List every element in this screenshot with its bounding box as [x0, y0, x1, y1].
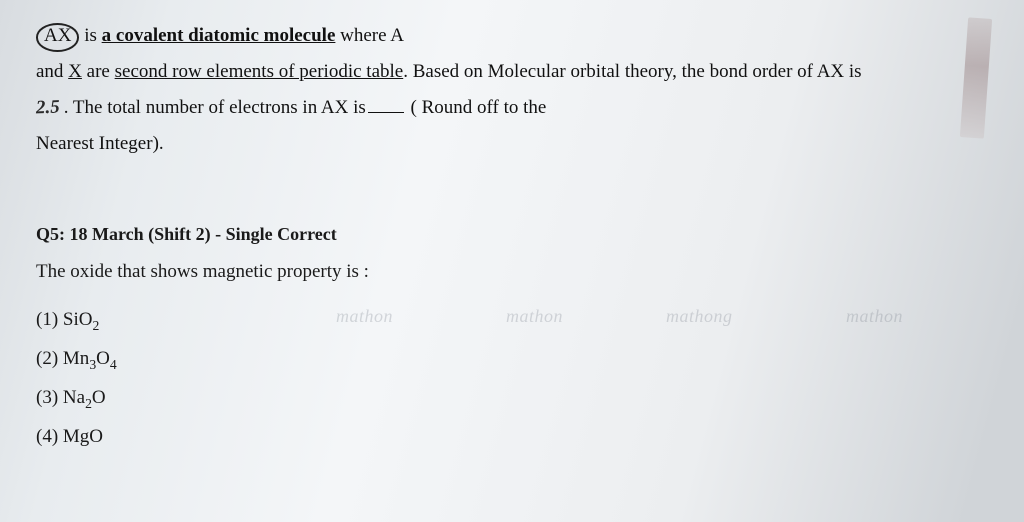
q4-line1-bold: a covalent diatomic molecule [102, 25, 336, 46]
option-formula: Na2O [63, 387, 106, 408]
q4-handwritten-bo: 2.5 [35, 90, 60, 127]
option-formula: Mn3O4 [63, 348, 117, 369]
q4-line2-x: X [68, 61, 82, 82]
q5-option: (2) Mn3O4 [36, 348, 984, 373]
option-number: (2) [36, 348, 63, 369]
q4-line4: Nearest Integer). [36, 126, 984, 162]
q4-line3-tail: ( Round off to the [411, 97, 547, 118]
option-number: (1) [36, 309, 63, 330]
q5-options: (1) SiO2(2) Mn3O4(3) Na2O(4) MgO [36, 309, 984, 447]
q4-line1-tail: where A [335, 25, 404, 46]
q4-line2-mid: are [82, 61, 115, 82]
q4-line2: and X are second row elements of periodi… [36, 54, 984, 90]
q5-option: (1) SiO2 [36, 309, 984, 334]
option-formula: SiO2 [63, 309, 99, 330]
section-gap [36, 162, 984, 190]
option-number: (4) [36, 426, 63, 447]
option-number: (3) [36, 387, 63, 408]
q4-line2-pre: and [36, 61, 68, 82]
q4-blank [368, 112, 404, 113]
option-formula: MgO [63, 426, 103, 447]
q5-stem: The oxide that shows magnetic property i… [36, 261, 984, 283]
q4-line1-mid: is [79, 25, 101, 46]
q4-line2-tail: . Based on Molecular orbital theory, the… [403, 61, 861, 82]
q4-line3: 2.5. The total number of electrons in AX… [36, 90, 984, 126]
q5-header: Q5: 18 March (Shift 2) - Single Correct [36, 224, 984, 245]
exam-page: AX is a covalent diatomic molecule where… [36, 18, 984, 504]
q4-line3-pre: . The total number of electrons in AX is [64, 97, 366, 118]
q4-line2-ul: second row elements of periodic table [115, 61, 404, 82]
q5-option: (3) Na2O [36, 387, 984, 412]
q4-line1: AX is a covalent diatomic molecule where… [36, 18, 984, 54]
q5-option: (4) MgO [36, 426, 984, 448]
q4-ax-circled: AX [36, 23, 79, 52]
